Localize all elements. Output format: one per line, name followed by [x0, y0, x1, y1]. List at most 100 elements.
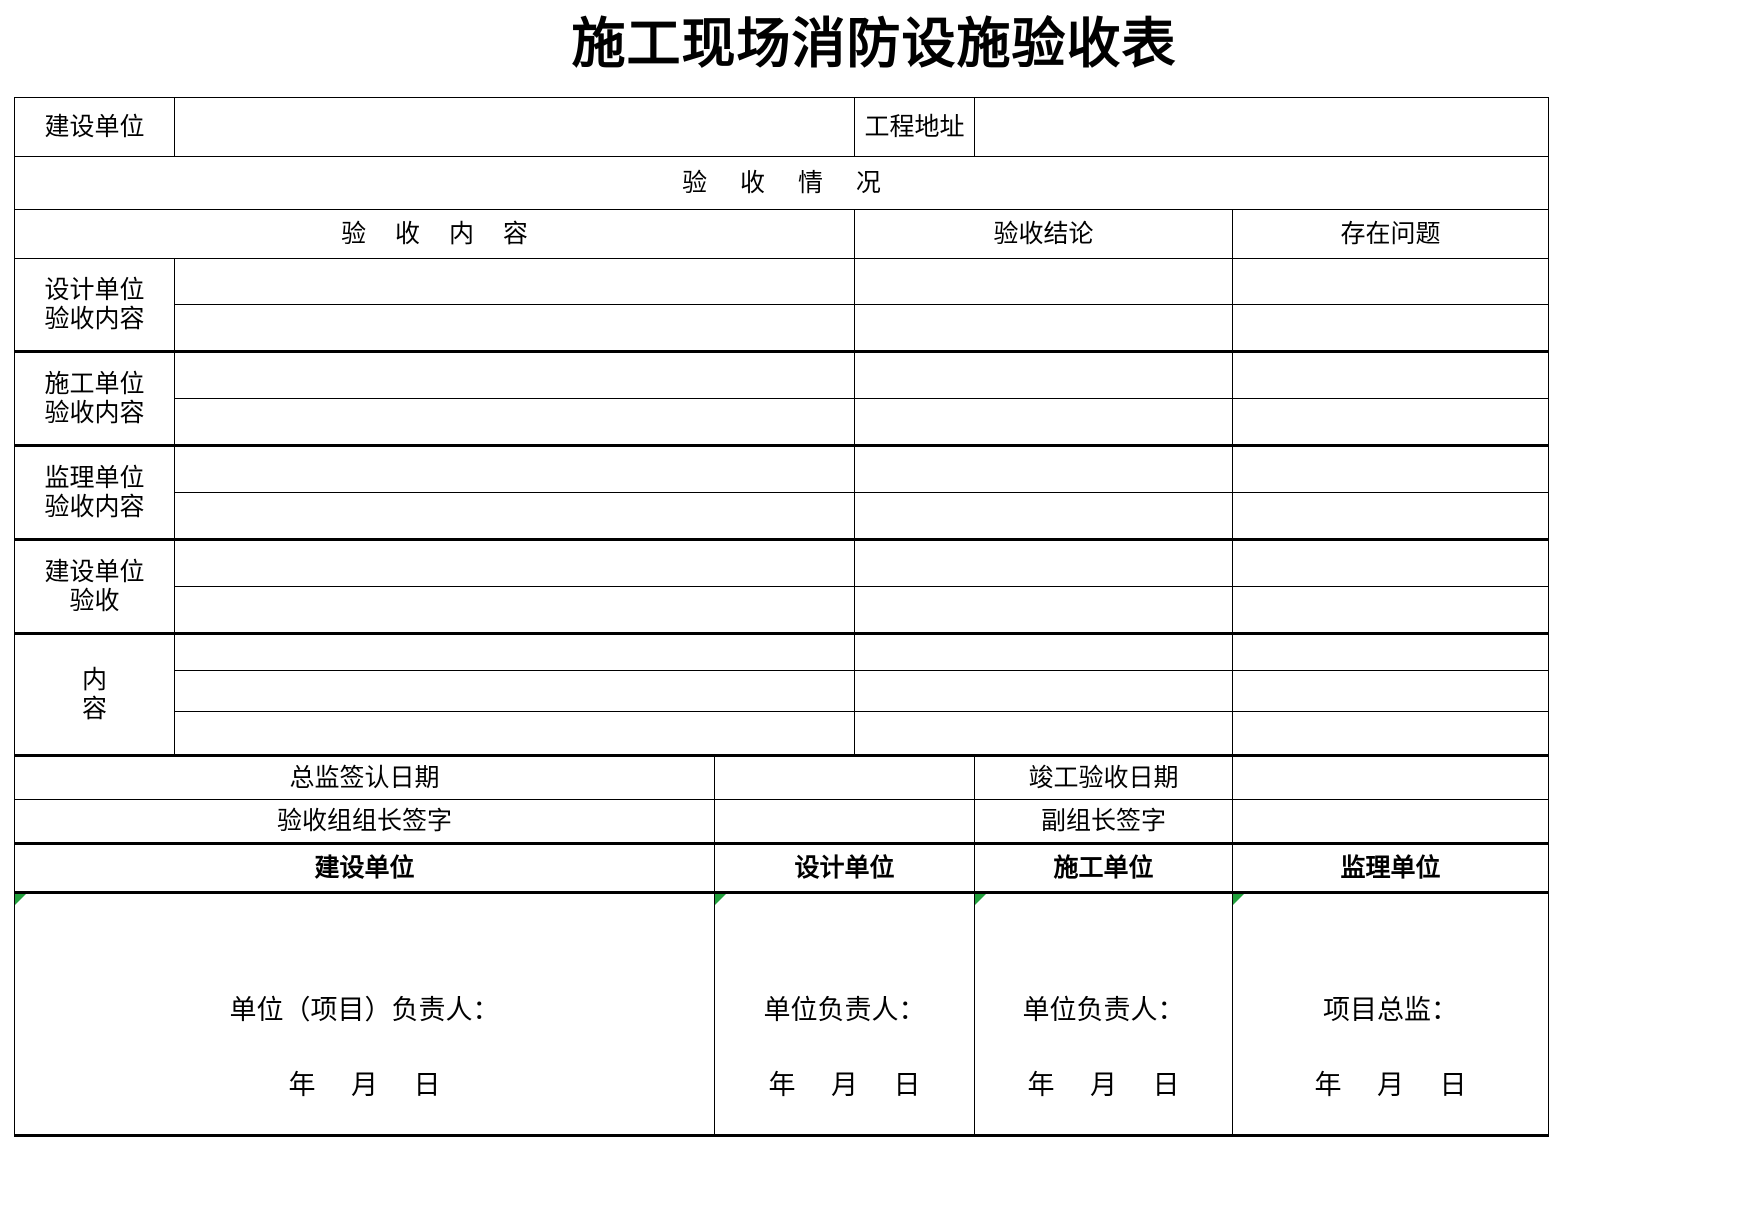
table-row-supervision-unit-b: [15, 492, 1549, 541]
content-conclusion-cell-3[interactable]: [854, 711, 1233, 757]
unit-header-supervision: 监理单位: [1232, 842, 1549, 894]
unit-header-design: 设计单位: [714, 842, 975, 894]
table-row-design-unit-b: [15, 304, 1549, 353]
row-label-construction-unit-line1: 施工单位: [44, 369, 145, 398]
owner-unit-content-cell-1[interactable]: [174, 538, 855, 587]
row-label-supervision-unit: 监理单位 验收内容: [14, 444, 175, 540]
selection-corner-marker-supervision: [1233, 894, 1244, 905]
acceptance-form-table: 建设单位 工程地址 验 收 情 况 验 收 内 容 验收结论 存在问题 设计单位…: [14, 97, 1549, 1137]
row-label-content: 内 容: [14, 632, 175, 756]
group-leader-signature-label: 验收组组长签字: [14, 799, 715, 845]
column-header-content: 验 收 内 容: [14, 209, 855, 259]
owner-unit-conclusion-cell-1[interactable]: [854, 538, 1233, 587]
chief-supervisor-date-value[interactable]: [714, 754, 975, 800]
table-row-unit-signature-blocks: 单位（项目）负责人： 年 月 日 单位负责人： 年 月 日 单位负责人：: [14, 892, 1549, 1137]
row-label-content-line1: 内: [81, 665, 107, 694]
construction-person-label: 单位负责人：: [1022, 994, 1185, 1025]
supervision-unit-conclusion-cell-1[interactable]: [854, 444, 1233, 493]
completion-date-value[interactable]: [1232, 754, 1549, 800]
construction-unit-content-cell-2[interactable]: [174, 398, 855, 447]
construction-unit-problems-cell-1[interactable]: [1232, 350, 1549, 399]
owner-unit-problems-cell-2[interactable]: [1232, 586, 1549, 635]
owner-unit-problems-cell-1[interactable]: [1232, 538, 1549, 587]
design-unit-problems-cell-1[interactable]: [1232, 258, 1549, 305]
signature-block-design[interactable]: 单位负责人： 年 月 日: [714, 892, 975, 1137]
table-row-content-a: 内 容: [14, 632, 1549, 756]
selection-corner-marker-construction: [975, 894, 986, 905]
row-label-design-unit-line1: 设计单位: [44, 275, 145, 304]
column-header-problems: 存在问题: [1232, 209, 1549, 259]
table-row-owner-unit-b: [15, 586, 1549, 635]
row-label-supervision-unit-line2: 验收内容: [44, 492, 145, 521]
design-date-line: 年 月 日: [768, 1070, 935, 1100]
row-label-supervision-unit-line1: 监理单位: [44, 463, 145, 492]
page-title: 施工现场消防设施验收表: [571, 14, 1177, 74]
signature-block-construction[interactable]: 单位负责人： 年 月 日: [974, 892, 1233, 1137]
selection-corner-marker-design: [715, 894, 726, 905]
table-row-unit-headers: 建设单位 设计单位 施工单位 监理单位: [14, 842, 1549, 894]
table-row-signatures: 验收组组长签字 副组长签字: [14, 799, 1549, 845]
owner-date-line: 年 月 日: [288, 1070, 455, 1100]
unit-header-construction: 施工单位: [974, 842, 1233, 894]
construction-unit-content-cell-1[interactable]: [174, 350, 855, 399]
content-problems-cell-2[interactable]: [1232, 670, 1549, 712]
construction-date-line: 年 月 日: [1027, 1070, 1194, 1100]
content-problems-cell-3[interactable]: [1232, 711, 1549, 757]
owner-unit-conclusion-cell-2[interactable]: [854, 586, 1233, 635]
row-label-owner-unit-line1: 建设单位: [44, 557, 145, 586]
supervision-person-label: 项目总监：: [1323, 994, 1458, 1025]
project-address-value[interactable]: [974, 97, 1549, 157]
content-conclusion-cell-1[interactable]: [854, 632, 1233, 671]
table-row-dates: 总监签认日期 竣工验收日期: [14, 754, 1549, 800]
supervision-unit-content-cell-2[interactable]: [174, 492, 855, 541]
owner-unit-content-cell-2[interactable]: [174, 586, 855, 635]
table-row-acceptance-status: 验 收 情 况: [14, 156, 1549, 210]
group-leader-signature-value[interactable]: [714, 799, 975, 845]
completion-date-label: 竣工验收日期: [974, 754, 1233, 800]
row-label-design-unit-line2: 验收内容: [44, 304, 145, 333]
supervision-unit-content-cell-1[interactable]: [174, 444, 855, 493]
deputy-leader-signature-value[interactable]: [1232, 799, 1549, 845]
construction-unit-value[interactable]: [174, 97, 855, 157]
supervision-unit-problems-cell-2[interactable]: [1232, 492, 1549, 541]
content-cell-3[interactable]: [174, 711, 855, 757]
table-row-units: 建设单位 工程地址: [14, 97, 1549, 157]
design-unit-content-cell-1[interactable]: [174, 258, 855, 305]
construction-unit-problems-cell-2[interactable]: [1232, 398, 1549, 447]
owner-person-label: 单位（项目）负责人：: [229, 994, 500, 1025]
design-unit-conclusion-cell-2[interactable]: [854, 304, 1233, 353]
table-row-content-b: [15, 670, 1549, 712]
supervision-unit-problems-cell-1[interactable]: [1232, 444, 1549, 493]
row-label-construction-unit: 施工单位 验收内容: [14, 350, 175, 446]
table-row-column-headers: 验 收 内 容 验收结论 存在问题: [14, 209, 1549, 259]
content-cell-2[interactable]: [174, 670, 855, 712]
table-row-owner-unit-a: 建设单位 验收: [14, 538, 1549, 634]
signature-block-owner[interactable]: 单位（项目）负责人： 年 月 日: [14, 892, 715, 1137]
supervision-unit-conclusion-cell-2[interactable]: [854, 492, 1233, 541]
design-unit-content-cell-2[interactable]: [174, 304, 855, 353]
content-conclusion-cell-2[interactable]: [854, 670, 1233, 712]
selection-corner-marker-owner: [15, 894, 26, 905]
row-label-owner-unit: 建设单位 验收: [14, 538, 175, 634]
content-cell-1[interactable]: [174, 632, 855, 671]
table-row-supervision-unit-a: 监理单位 验收内容: [14, 444, 1549, 540]
design-person-label: 单位负责人：: [763, 994, 926, 1025]
design-unit-conclusion-cell-1[interactable]: [854, 258, 1233, 305]
construction-unit-conclusion-cell-2[interactable]: [854, 398, 1233, 447]
row-label-construction-unit-line2: 验收内容: [44, 398, 145, 427]
column-header-conclusion: 验收结论: [854, 209, 1233, 259]
table-row-content-c: [15, 711, 1549, 757]
signature-block-supervision[interactable]: 项目总监： 年 月 日: [1232, 892, 1549, 1137]
row-label-design-unit: 设计单位 验收内容: [14, 258, 175, 352]
content-problems-cell-1[interactable]: [1232, 632, 1549, 671]
deputy-leader-signature-label: 副组长签字: [974, 799, 1233, 845]
table-row-construction-unit-b: [15, 398, 1549, 447]
project-address-label: 工程地址: [854, 97, 975, 157]
construction-unit-conclusion-cell-1[interactable]: [854, 350, 1233, 399]
row-label-content-line2: 容: [81, 694, 107, 723]
table-row-design-unit-a: 设计单位 验收内容: [14, 258, 1549, 352]
design-unit-problems-cell-2[interactable]: [1232, 304, 1549, 353]
construction-unit-label: 建设单位: [14, 97, 175, 157]
chief-supervisor-date-label: 总监签认日期: [14, 754, 715, 800]
